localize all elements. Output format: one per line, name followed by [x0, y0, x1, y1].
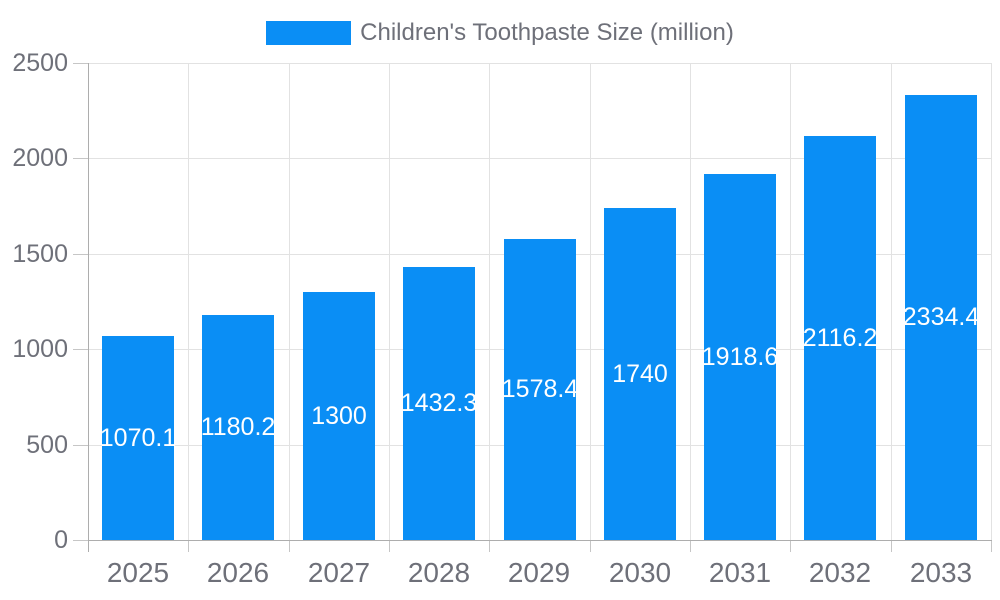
- bar[interactable]: 2334.4: [902, 95, 980, 540]
- x-axis-label: 2031: [708, 557, 772, 588]
- x-axis-tick: [790, 540, 791, 552]
- bar-value-label: 2334.4: [902, 303, 980, 331]
- legend[interactable]: Children's Toothpaste Size (million): [0, 20, 1000, 46]
- x-gridline: [289, 63, 290, 540]
- x-axis-label: 2025: [106, 557, 170, 588]
- x-gridline: [790, 63, 791, 540]
- bar[interactable]: 1578.4: [501, 239, 579, 540]
- x-axis-label: 2033: [909, 557, 973, 588]
- y-gridline: [88, 63, 991, 64]
- bar[interactable]: 1070.1: [99, 336, 177, 540]
- y-axis-tick: [73, 445, 88, 446]
- x-axis-tick: [489, 540, 490, 552]
- x-gridline: [188, 63, 189, 540]
- x-axis-tick: [188, 540, 189, 552]
- bar[interactable]: 1918.6: [701, 174, 779, 540]
- y-axis-line: [88, 63, 89, 552]
- x-axis-label: 2026: [206, 557, 270, 588]
- x-axis-tick: [991, 540, 992, 552]
- bar-value-label: 1432.3: [400, 389, 478, 417]
- x-gridline: [489, 63, 490, 540]
- x-axis-label: 2030: [608, 557, 672, 588]
- x-gridline: [690, 63, 691, 540]
- bar[interactable]: 1432.3: [400, 267, 478, 540]
- x-axis-tick: [891, 540, 892, 552]
- y-gridline: [88, 158, 991, 159]
- y-axis-label: 500: [26, 431, 68, 459]
- x-gridline: [991, 63, 992, 540]
- y-axis-label: 2000: [12, 144, 68, 172]
- x-axis-tick: [590, 540, 591, 552]
- bar-value-label: 1740: [612, 359, 668, 388]
- bar-value-label: 1070.1: [99, 423, 177, 452]
- y-axis-label: 1500: [12, 240, 68, 268]
- bar-value-label: 1918.6: [701, 342, 779, 371]
- bar[interactable]: 1740: [604, 208, 676, 540]
- bar[interactable]: 1180.2: [200, 315, 276, 540]
- x-axis-label: 2029: [507, 557, 571, 588]
- y-axis-tick: [73, 540, 88, 541]
- bar-value-label: 1300: [311, 401, 367, 430]
- y-axis-label: 2500: [12, 49, 68, 77]
- legend-swatch: [266, 21, 352, 45]
- y-axis-label: 1000: [12, 335, 68, 363]
- bar-value-label: 2116.2: [802, 323, 878, 352]
- y-axis-tick: [73, 63, 88, 64]
- x-axis-tick: [690, 540, 691, 552]
- y-axis-tick: [73, 254, 88, 255]
- y-axis-tick: [73, 158, 88, 159]
- x-gridline: [590, 63, 591, 540]
- bar-value-label: 1180.2: [200, 413, 276, 441]
- x-axis-line: [88, 540, 992, 541]
- x-axis-tick: [389, 540, 390, 552]
- x-axis-label: 2028: [407, 557, 471, 588]
- x-axis-label: 2032: [808, 557, 872, 588]
- bar[interactable]: 2116.2: [802, 136, 878, 540]
- legend-label: Children's Toothpaste Size (million): [360, 19, 734, 46]
- bar[interactable]: 1300: [303, 292, 375, 540]
- x-gridline: [891, 63, 892, 540]
- x-gridline: [389, 63, 390, 540]
- y-axis-label: 0: [54, 526, 68, 554]
- x-axis-label: 2027: [307, 557, 371, 588]
- bar-value-label: 1578.4: [501, 375, 579, 403]
- x-axis-tick: [289, 540, 290, 552]
- y-axis-tick: [73, 349, 88, 350]
